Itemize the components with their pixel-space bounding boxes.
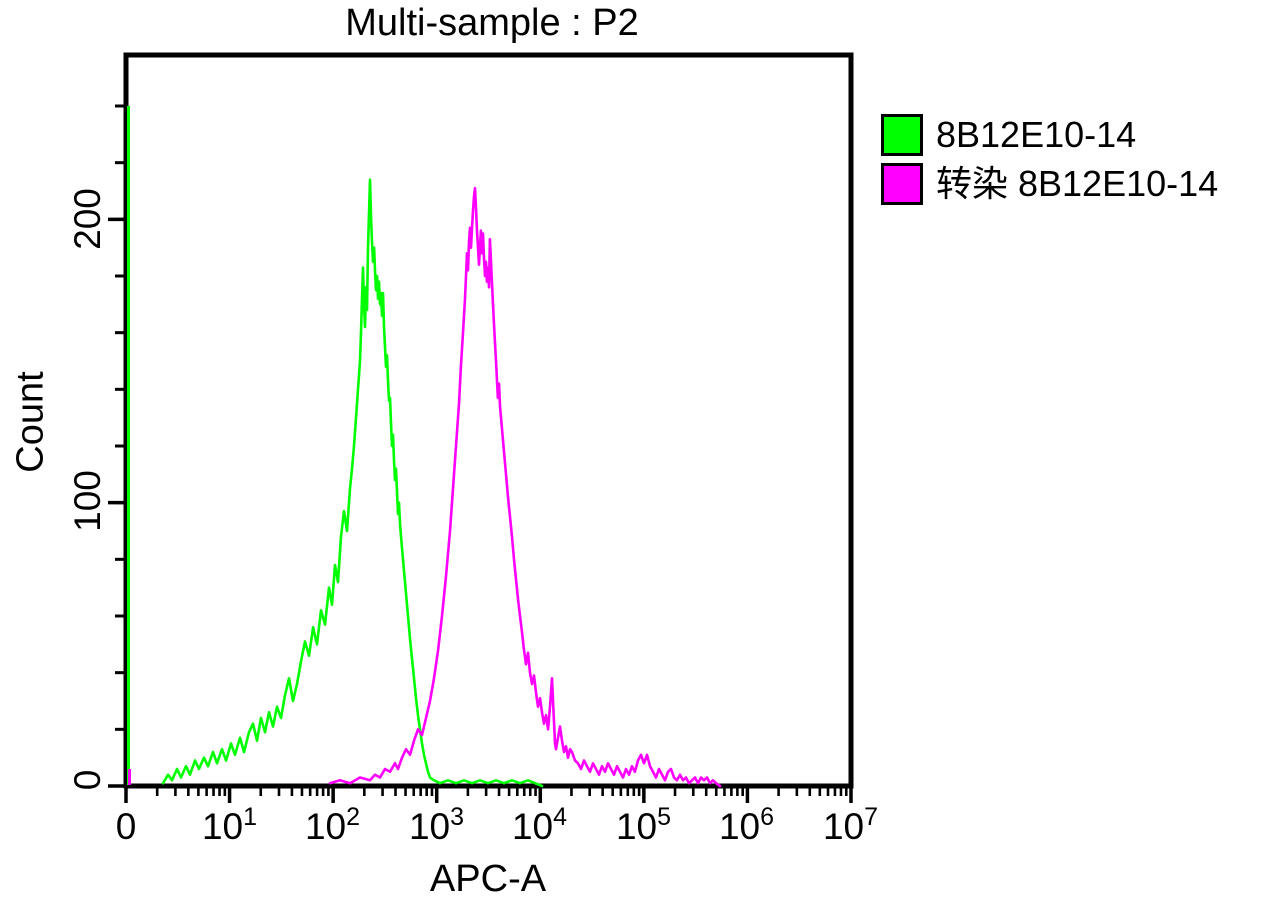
legend-item-magenta: 转染 8B12E10-14 <box>881 163 1218 205</box>
x-axis-label: APC-A <box>429 858 547 900</box>
legend-label-magenta: 转染 8B12E10-14 <box>936 163 1219 204</box>
magenta-histogram-curve <box>328 186 722 788</box>
x-tick-label-10e2: 102 <box>304 803 362 847</box>
x-tick-label-10e7: 107 <box>822 803 880 847</box>
green-swatch-icon <box>881 114 923 156</box>
green-histogram-curve <box>161 178 544 788</box>
magenta-swatch-icon <box>881 163 923 205</box>
y-axis-label: Count <box>9 371 52 473</box>
legend-label-green: 8B12E10-14 <box>936 114 1137 155</box>
x-tick-label-10e3: 103 <box>408 803 466 847</box>
chart-title: Multi-sample : P2 <box>345 2 639 44</box>
x-tick-label-10e6: 106 <box>718 803 776 847</box>
y-tick-label-100: 100 <box>67 470 108 532</box>
legend-item-green: 8B12E10-14 <box>881 114 1218 156</box>
x-tick-label-10e5: 105 <box>615 803 673 847</box>
x-tick-label-0: 0 <box>115 806 137 847</box>
plot-border <box>123 52 854 789</box>
x-tick-label-10e1: 101 <box>201 803 259 847</box>
x-tick-label-10e4: 104 <box>511 803 569 847</box>
y-tick-label-200: 200 <box>67 188 108 250</box>
y-tick-label-0: 0 <box>67 769 108 791</box>
legend: 8B12E10-14 转染 8B12E10-14 <box>881 114 1218 212</box>
